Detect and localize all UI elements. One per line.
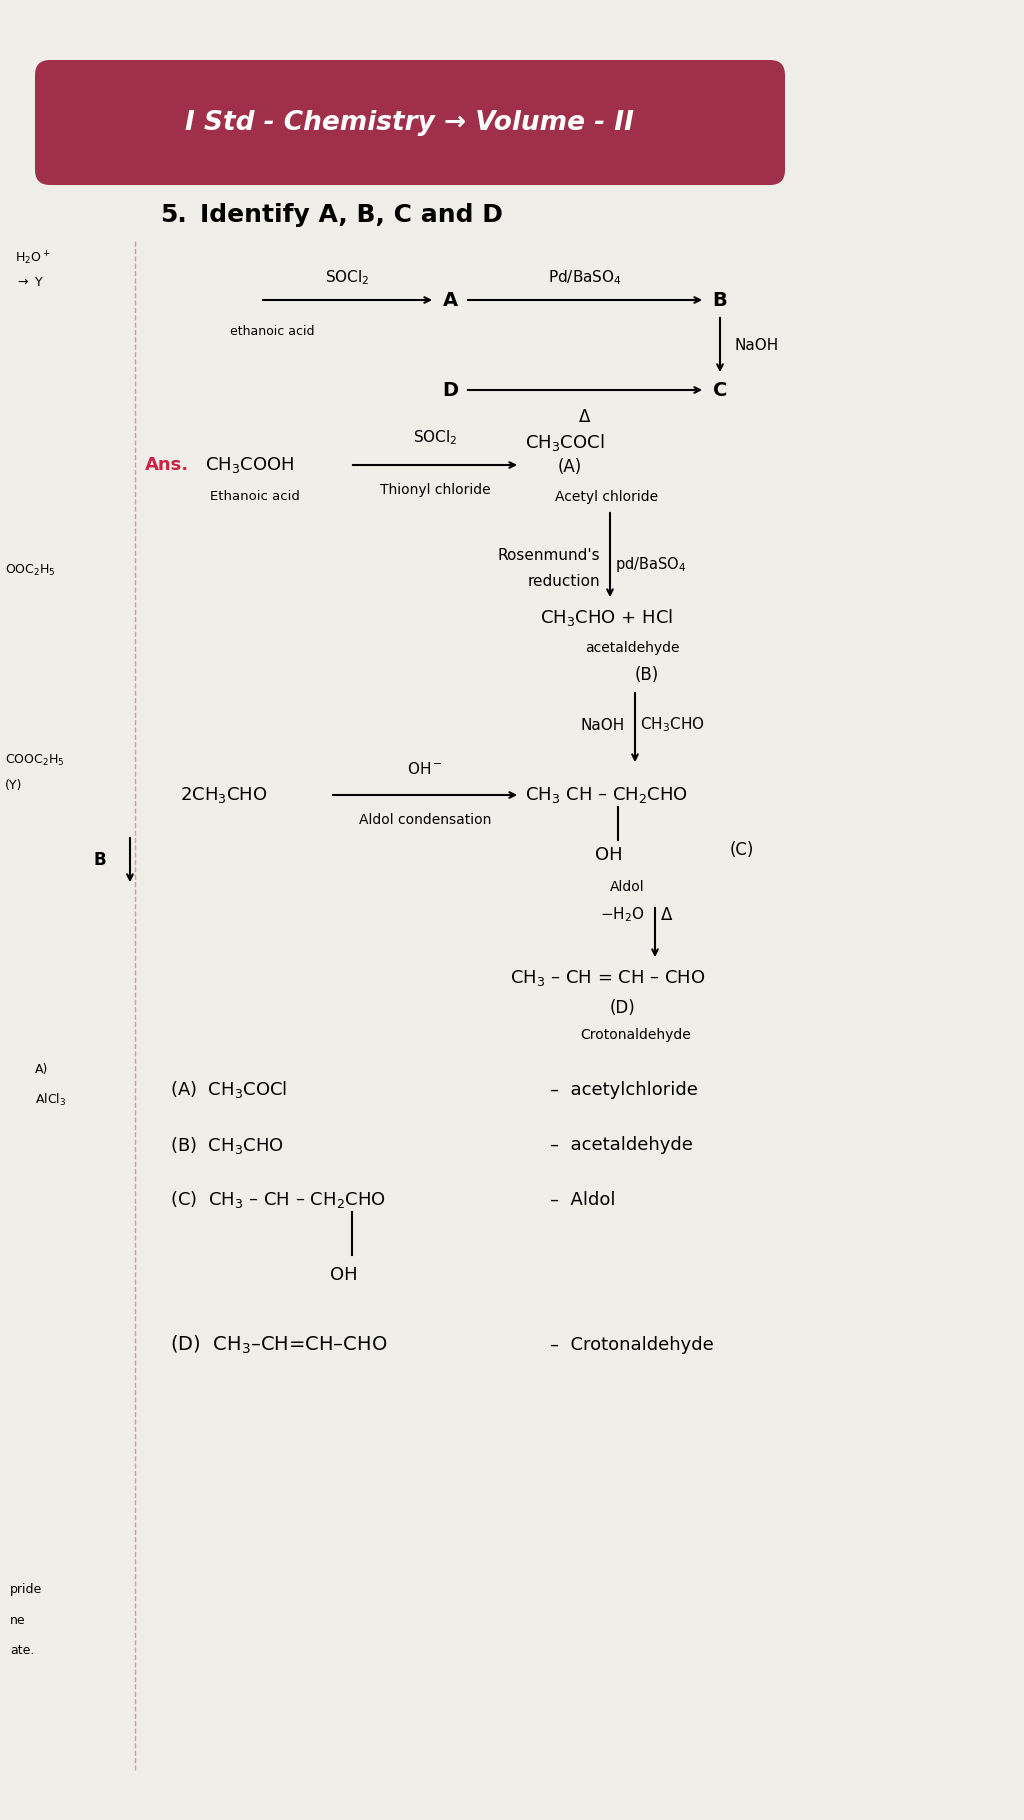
Text: NaOH: NaOH — [581, 717, 625, 732]
Text: Ans.: Ans. — [145, 457, 189, 473]
Text: ne: ne — [10, 1614, 26, 1627]
Text: I Std - Chemistry → Volume - II: I Std - Chemistry → Volume - II — [185, 109, 635, 136]
Text: (B)  CH$_3$CHO: (B) CH$_3$CHO — [170, 1134, 284, 1156]
Text: B: B — [713, 291, 727, 309]
Text: COOC$_2$H$_5$: COOC$_2$H$_5$ — [5, 752, 65, 768]
Text: OOC$_2$H$_5$: OOC$_2$H$_5$ — [5, 562, 55, 577]
Text: ate.: ate. — [10, 1643, 35, 1656]
Text: CH$_3$COCl: CH$_3$COCl — [525, 433, 604, 453]
Text: Thionyl chloride: Thionyl chloride — [380, 482, 490, 497]
Text: CH$_3$COOH: CH$_3$COOH — [205, 455, 295, 475]
Text: Ethanoic acid: Ethanoic acid — [210, 491, 300, 504]
Text: Acetyl chloride: Acetyl chloride — [555, 490, 658, 504]
Text: $\rightarrow$ Y: $\rightarrow$ Y — [15, 275, 44, 289]
Text: Pd/BaSO$_4$: Pd/BaSO$_4$ — [548, 268, 622, 288]
Text: (A)  CH$_3$COCl: (A) CH$_3$COCl — [170, 1079, 288, 1101]
Text: A): A) — [35, 1063, 48, 1076]
Text: SOCl$_2$: SOCl$_2$ — [326, 268, 370, 288]
Text: D: D — [442, 380, 458, 400]
Text: (A): (A) — [558, 459, 582, 477]
Text: (Y): (Y) — [5, 779, 23, 792]
Text: pride: pride — [10, 1583, 42, 1596]
Text: –  acetaldehyde: – acetaldehyde — [550, 1136, 693, 1154]
Text: Aldol: Aldol — [610, 881, 645, 894]
Text: OH: OH — [595, 846, 623, 864]
Text: CH$_3$CHO: CH$_3$CHO — [640, 715, 705, 733]
Text: SOCl$_2$: SOCl$_2$ — [413, 428, 457, 448]
Text: 5.: 5. — [160, 204, 186, 228]
Text: CH$_3$ – CH = CH – CHO: CH$_3$ – CH = CH – CHO — [510, 968, 706, 988]
Text: –  Aldol: – Aldol — [550, 1190, 615, 1208]
Text: C: C — [713, 380, 727, 400]
Text: (D)  CH$_3$–CH=CH–CHO: (D) CH$_3$–CH=CH–CHO — [170, 1334, 387, 1356]
Text: −H$_2$O: −H$_2$O — [600, 906, 645, 925]
Text: OH$^-$: OH$^-$ — [408, 761, 442, 777]
Text: A: A — [442, 291, 458, 309]
FancyBboxPatch shape — [35, 60, 785, 186]
Text: –  Crotonaldehyde: – Crotonaldehyde — [550, 1336, 714, 1354]
Text: (B): (B) — [635, 666, 659, 684]
Text: reduction: reduction — [527, 575, 600, 590]
Text: Crotonaldehyde: Crotonaldehyde — [580, 1028, 691, 1043]
Text: B: B — [93, 852, 106, 868]
Text: NaOH: NaOH — [735, 337, 779, 353]
Text: (D): (D) — [610, 999, 636, 1017]
Text: (C): (C) — [730, 841, 755, 859]
Text: $\Delta$: $\Delta$ — [579, 408, 592, 426]
Text: AlCl$_3$: AlCl$_3$ — [35, 1092, 67, 1108]
Text: OH: OH — [330, 1267, 357, 1283]
Text: 2CH$_3$CHO: 2CH$_3$CHO — [180, 784, 267, 804]
Text: (C)  CH$_3$ – CH – CH$_2$CHO: (C) CH$_3$ – CH – CH$_2$CHO — [170, 1190, 386, 1210]
Text: Rosenmund's: Rosenmund's — [498, 548, 600, 562]
Text: Aldol condensation: Aldol condensation — [358, 814, 492, 826]
Text: Identify A, B, C and D: Identify A, B, C and D — [200, 204, 503, 228]
Text: –  acetylchloride: – acetylchloride — [550, 1081, 698, 1099]
Text: $\Delta$: $\Delta$ — [660, 906, 673, 925]
Text: CH$_3$ CH – CH$_2$CHO: CH$_3$ CH – CH$_2$CHO — [525, 784, 688, 804]
Text: CH$_3$CHO + HCl: CH$_3$CHO + HCl — [540, 608, 673, 628]
Text: H$_2$O$^+$: H$_2$O$^+$ — [15, 249, 50, 268]
Text: pd/BaSO$_4$: pd/BaSO$_4$ — [615, 555, 686, 575]
Text: acetaldehyde: acetaldehyde — [585, 641, 680, 655]
Text: ethanoic acid: ethanoic acid — [230, 326, 314, 339]
